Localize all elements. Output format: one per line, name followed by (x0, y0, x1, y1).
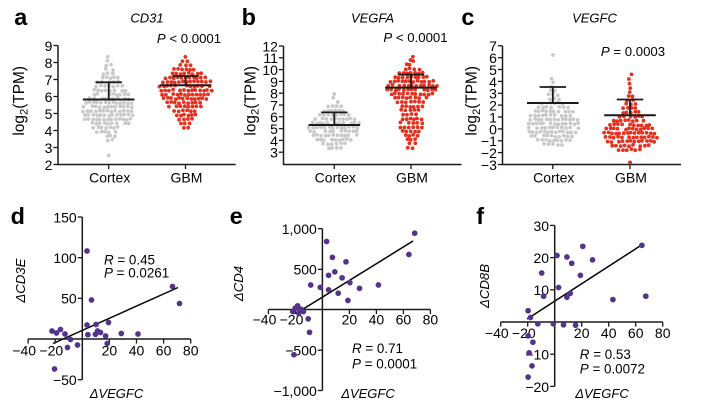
svg-text:20: 20 (534, 250, 550, 266)
svg-text:8: 8 (270, 86, 278, 102)
svg-text:2: 2 (45, 157, 53, 173)
svg-text:40: 40 (601, 325, 617, 341)
svg-text:−1,000: −1,000 (274, 383, 317, 399)
svg-text:−50: −50 (53, 372, 77, 388)
svg-text:20: 20 (574, 325, 590, 341)
svg-text:20: 20 (342, 312, 358, 328)
svg-text:CD31: CD31 (130, 11, 163, 26)
svg-text:10: 10 (262, 62, 278, 78)
svg-text:9: 9 (270, 74, 278, 90)
svg-text:d: d (11, 203, 25, 229)
svg-text:100: 100 (53, 250, 77, 266)
svg-text:f: f (476, 203, 484, 229)
svg-text:6: 6 (270, 109, 278, 125)
svg-text:P = 0.0001: P = 0.0001 (352, 357, 417, 372)
svg-text:c: c (461, 4, 474, 30)
svg-text:R = 0.53: R = 0.53 (580, 347, 631, 362)
svg-text:500: 500 (293, 262, 317, 278)
svg-text:−40: −40 (253, 312, 277, 328)
svg-text:1,000: 1,000 (282, 221, 317, 237)
svg-text:b: b (242, 4, 256, 30)
svg-text:−1: −1 (481, 133, 497, 149)
svg-text:−20: −20 (512, 325, 536, 341)
svg-text:11: 11 (263, 50, 278, 66)
svg-text:40: 40 (369, 312, 385, 328)
svg-text:ΔVEGFC: ΔVEGFC (340, 386, 395, 401)
svg-text:VEGFA: VEGFA (351, 11, 394, 26)
svg-text:−2: −2 (481, 145, 497, 161)
svg-text:20: 20 (102, 343, 118, 359)
svg-text:5: 5 (489, 62, 497, 78)
svg-text:−500: −500 (285, 343, 317, 359)
svg-text:−40: −40 (12, 343, 36, 359)
svg-text:80: 80 (655, 325, 671, 341)
svg-text:7: 7 (45, 72, 53, 88)
svg-text:ΔCD8B: ΔCD8B (477, 264, 492, 309)
svg-text:9: 9 (45, 38, 53, 54)
svg-text:−20: −20 (39, 343, 63, 359)
svg-text:80: 80 (183, 343, 199, 359)
svg-text:R = 0.71: R = 0.71 (352, 341, 403, 356)
svg-text:log2(TPM): log2(TPM) (242, 66, 261, 136)
svg-text:4: 4 (489, 74, 497, 90)
svg-text:5: 5 (270, 121, 278, 137)
svg-text:7: 7 (270, 97, 278, 113)
svg-text:Cortex: Cortex (533, 170, 574, 186)
svg-text:0: 0 (489, 121, 497, 137)
svg-text:a: a (14, 4, 28, 30)
svg-text:log2(TPM): log2(TPM) (11, 66, 30, 136)
svg-text:P < 0.0001: P < 0.0001 (157, 31, 221, 46)
svg-text:P = 0.0261: P = 0.0261 (104, 266, 169, 281)
svg-text:12: 12 (262, 38, 278, 54)
svg-text:log2(TPM): log2(TPM) (464, 66, 483, 136)
svg-text:P = 0.0072: P = 0.0072 (580, 362, 645, 377)
svg-text:80: 80 (423, 312, 439, 328)
svg-text:VEGFC: VEGFC (572, 11, 617, 26)
svg-text:1: 1 (489, 109, 497, 125)
svg-text:2: 2 (489, 98, 497, 114)
svg-text:3: 3 (45, 140, 53, 156)
svg-text:4: 4 (45, 123, 53, 139)
svg-text:4: 4 (270, 133, 278, 149)
svg-text:150: 150 (53, 209, 77, 225)
svg-text:5: 5 (45, 106, 53, 122)
svg-text:e: e (230, 203, 243, 229)
svg-text:6: 6 (45, 89, 53, 105)
svg-text:GBM: GBM (396, 170, 428, 186)
svg-text:3: 3 (489, 86, 497, 102)
svg-text:ΔVEGFC: ΔVEGFC (89, 386, 144, 401)
svg-text:7: 7 (489, 38, 497, 54)
svg-text:8: 8 (45, 55, 53, 71)
svg-text:−20: −20 (525, 379, 549, 395)
svg-text:60: 60 (396, 312, 412, 328)
svg-text:−40: −40 (485, 325, 509, 341)
svg-text:R = 0.45: R = 0.45 (104, 253, 155, 268)
svg-text:60: 60 (628, 325, 644, 341)
svg-text:40: 40 (129, 343, 145, 359)
svg-text:ΔCD4: ΔCD4 (231, 266, 246, 302)
svg-text:3: 3 (270, 145, 278, 161)
svg-text:ΔCD3E: ΔCD3E (13, 258, 28, 303)
svg-text:P = 0.0003: P = 0.0003 (601, 44, 665, 59)
svg-text:GBM: GBM (615, 170, 647, 186)
svg-text:−3: −3 (481, 157, 497, 173)
svg-text:60: 60 (156, 343, 172, 359)
svg-text:Cortex: Cortex (315, 170, 356, 186)
svg-text:−10: −10 (525, 347, 549, 363)
svg-text:6: 6 (489, 50, 497, 66)
svg-text:Cortex: Cortex (89, 170, 130, 186)
svg-text:GBM: GBM (171, 170, 203, 186)
svg-text:30: 30 (534, 218, 550, 234)
svg-text:50: 50 (61, 291, 77, 307)
svg-text:ΔVEGFC: ΔVEGFC (574, 386, 629, 401)
svg-text:P < 0.0001: P < 0.0001 (383, 30, 447, 45)
